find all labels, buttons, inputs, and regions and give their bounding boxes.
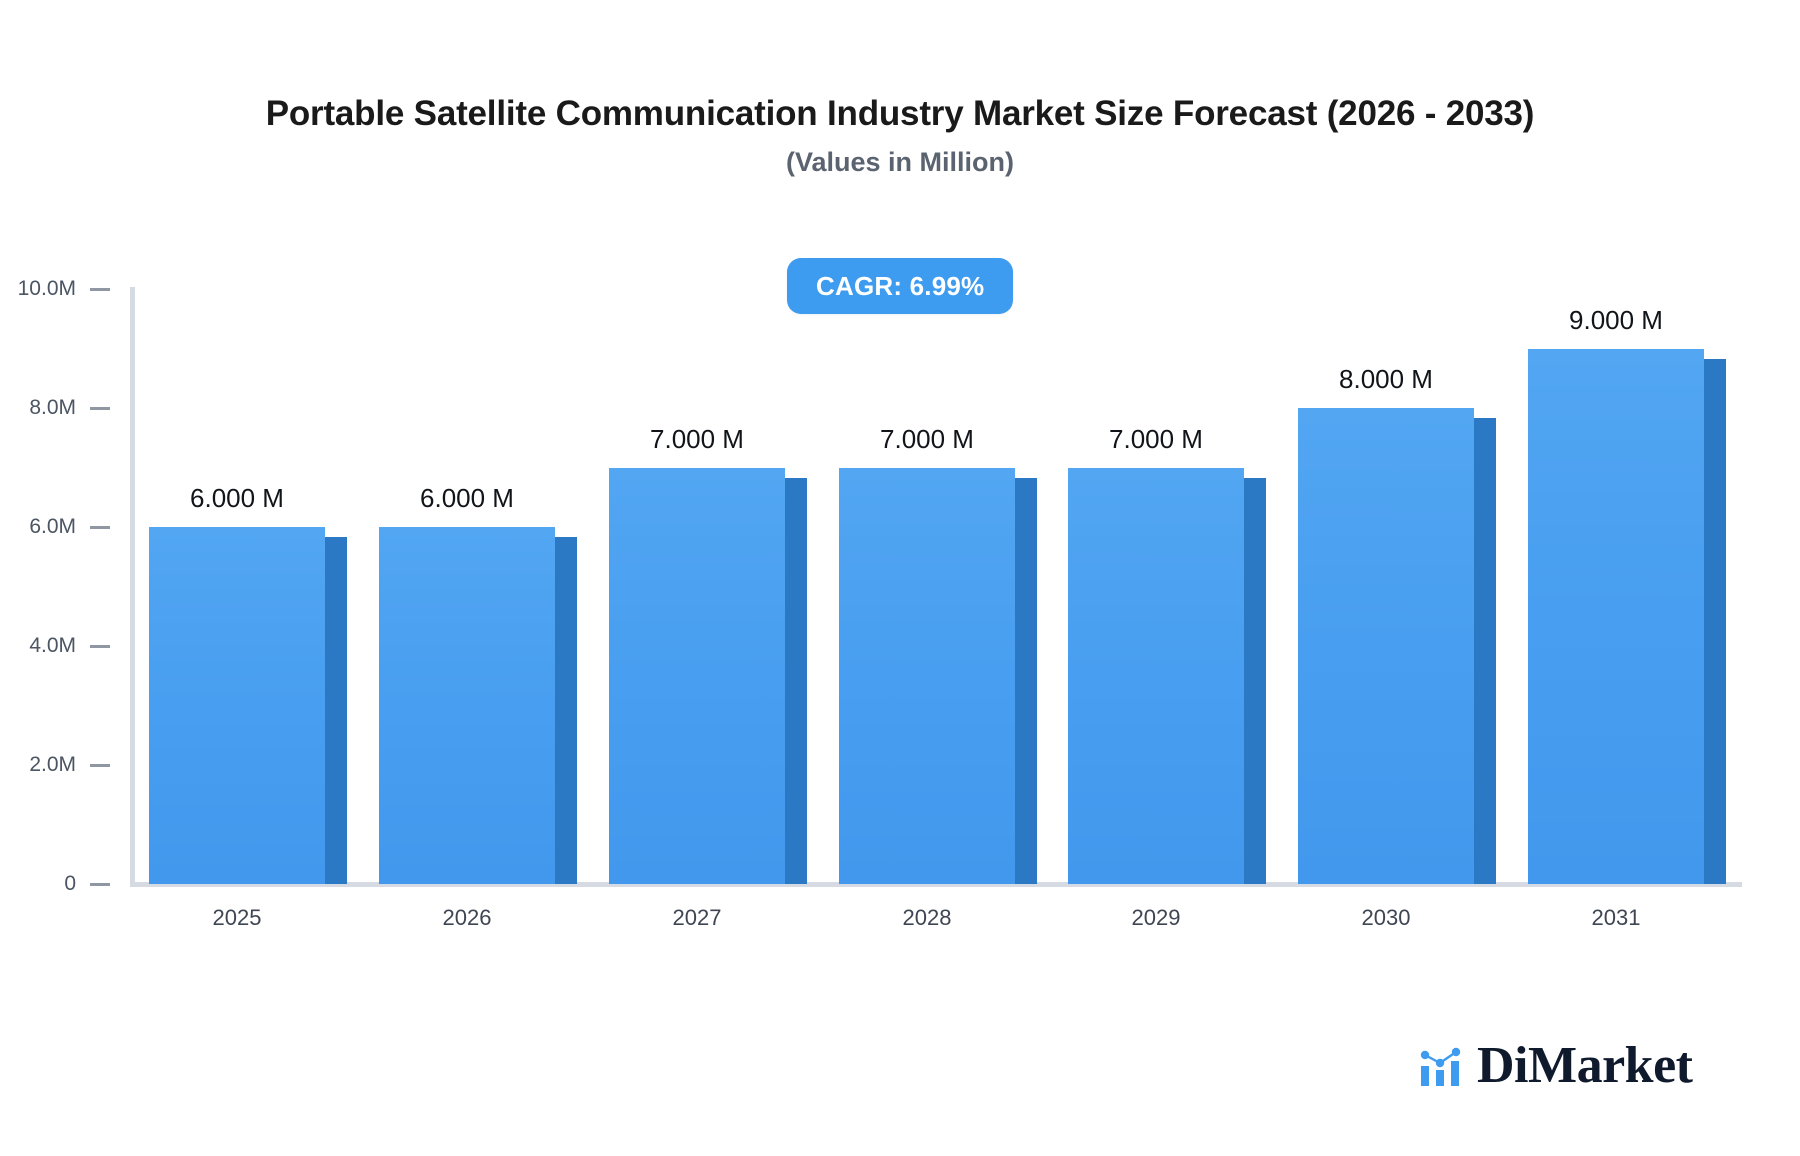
y-axis-tick-mark [90, 882, 110, 886]
y-axis-tick: 6.0M [29, 512, 110, 542]
bar-side-face [1244, 478, 1266, 884]
bar-side-face [1704, 359, 1726, 884]
x-axis-label: 2031 [1591, 905, 1641, 930]
y-axis-tick: 8.0M [29, 393, 110, 423]
bar [839, 468, 1015, 884]
chart-subtitle: (Values in Million) [785, 147, 1015, 177]
bar-chart-icon [1418, 1044, 1464, 1088]
x-axis-label: 2026 [442, 905, 492, 930]
bar-value-label: 9.000 M [1569, 305, 1663, 335]
cagr-badge-label: CAGR: 6.99% [816, 270, 985, 301]
bar [379, 527, 555, 884]
bar [1528, 349, 1704, 884]
bar-value-label: 7.000 M [880, 424, 974, 454]
page-title: Portable Satellite Communication Industr… [265, 94, 1535, 133]
bar-value-label: 8.000 M [1339, 364, 1433, 394]
y-axis-tick-label: 2.0M [29, 753, 76, 776]
y-axis-tick: 2.0M [29, 750, 110, 780]
y-axis-tick-mark [90, 763, 110, 767]
bar [1068, 468, 1244, 884]
cagr-badge: CAGR: 6.99% [787, 258, 1014, 314]
brand-name: DiMarket [1477, 1037, 1693, 1094]
bar-side-face [785, 478, 807, 884]
bar-value-label: 7.000 M [1109, 424, 1203, 454]
bar [609, 468, 785, 884]
bar-side-face [555, 537, 577, 884]
x-axis-line [130, 882, 1742, 887]
y-axis-tick-label: 4.0M [29, 634, 76, 657]
x-axis-label: 2028 [902, 905, 952, 930]
x-axis-label: 2027 [672, 905, 722, 930]
bar-side-face [1015, 478, 1037, 884]
x-axis-label: 2025 [212, 905, 262, 930]
y-axis-tick-mark [90, 406, 110, 410]
y-axis-tick: 0 [64, 869, 110, 899]
y-axis-tick-label: 6.0M [29, 515, 76, 538]
y-axis-line [130, 287, 135, 887]
brand-logo: DiMarket [1418, 1037, 1693, 1094]
bar-value-label: 7.000 M [650, 424, 744, 454]
y-axis-tick: 4.0M [29, 631, 110, 661]
y-axis-tick-mark [90, 644, 110, 648]
bar-side-face [325, 537, 347, 884]
y-axis-tick-mark [90, 525, 110, 529]
x-axis-label: 2030 [1361, 905, 1411, 930]
y-axis-tick-label: 0 [64, 872, 76, 895]
bar [1298, 408, 1474, 884]
bar-value-label: 6.000 M [190, 483, 284, 513]
y-axis-tick-label: 8.0M [29, 396, 76, 419]
y-axis-tick-label: 10.0M [17, 277, 76, 300]
bar-side-face [1474, 418, 1496, 884]
chart-header: Portable Satellite Communication Industr… [0, 92, 1800, 182]
bar [149, 527, 325, 884]
x-axis-label: 2029 [1131, 905, 1181, 930]
y-axis-tick-mark [90, 287, 110, 291]
y-axis-tick: 10.0M [18, 274, 110, 304]
bar-value-label: 6.000 M [420, 483, 514, 513]
